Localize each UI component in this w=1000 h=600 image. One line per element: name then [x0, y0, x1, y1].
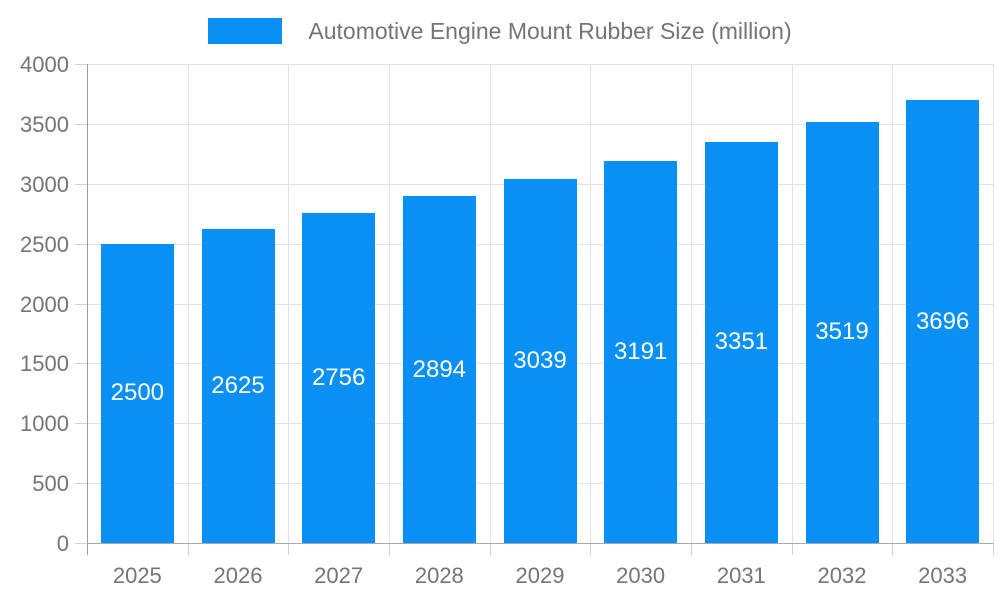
legend[interactable]: Automotive Engine Mount Rubber Size (mil… — [0, 14, 1000, 48]
bar-value-label: 3191 — [613, 337, 668, 365]
y-axis-tick — [75, 183, 87, 185]
x-tick-label: 2031 — [716, 563, 766, 588]
y-axis-tick — [75, 243, 87, 245]
bar[interactable]: 3191 — [604, 160, 678, 543]
y-axis-tick — [75, 543, 87, 544]
x-axis-tick — [389, 543, 390, 555]
y-tick-label: 3500 — [20, 111, 69, 137]
x-tick-label: 2030 — [616, 563, 666, 588]
y-tick-label: 0 — [56, 531, 69, 556]
gridline — [791, 64, 793, 543]
y-tick-label: 4000 — [20, 52, 69, 77]
x-tick-label: 2027 — [314, 563, 364, 588]
y-tick-label: 1500 — [20, 351, 69, 377]
gridline — [892, 64, 894, 543]
y-axis-tick — [75, 423, 87, 425]
y-tick-label: 500 — [32, 471, 69, 497]
x-axis-tick — [590, 543, 592, 555]
bar[interactable]: 3519 — [805, 121, 879, 543]
bar-value-label: 3351 — [714, 328, 769, 356]
x-tick-label: 2029 — [515, 563, 565, 588]
y-tick-label: 1000 — [20, 411, 69, 437]
gridline — [288, 64, 290, 543]
y-axis-tick — [75, 483, 87, 485]
y-tick-label: 3000 — [20, 171, 69, 197]
bar[interactable]: 2500 — [100, 243, 174, 543]
y-axis-tick — [75, 303, 87, 305]
x-tick-label: 2026 — [213, 563, 263, 588]
y-axis-tick — [75, 64, 87, 65]
gridline — [87, 64, 993, 65]
x-axis-tick — [892, 543, 894, 555]
gridline — [590, 64, 592, 543]
bar[interactable]: 3039 — [503, 179, 577, 543]
y-tick-label: 2000 — [20, 291, 69, 317]
y-tick-label: 2500 — [20, 231, 69, 257]
x-axis-tick — [993, 543, 994, 555]
x-axis-line — [87, 543, 993, 544]
bar-value-label: 2756 — [311, 363, 366, 391]
x-axis-tick — [691, 543, 692, 555]
bar[interactable]: 2756 — [302, 212, 376, 543]
bar-value-label: 3039 — [513, 347, 567, 375]
bar-value-label: 3696 — [915, 307, 970, 335]
gridline — [993, 64, 994, 543]
legend-swatch — [208, 18, 283, 44]
x-tick-label: 2028 — [414, 563, 464, 588]
x-axis-tick — [87, 543, 88, 555]
y-axis-tick — [75, 123, 87, 125]
x-axis-tick — [791, 543, 793, 555]
legend-label: Automotive Engine Mount Rubber Size (mil… — [308, 17, 792, 44]
x-axis-tick — [489, 543, 491, 555]
gridline — [691, 64, 692, 543]
bar-value-label: 2894 — [412, 355, 467, 383]
gridline — [389, 64, 390, 543]
bar[interactable]: 3351 — [704, 141, 778, 543]
bar-value-label: 2625 — [211, 371, 265, 399]
bar[interactable]: 3696 — [906, 100, 980, 543]
x-axis-tick — [187, 543, 189, 555]
bar[interactable]: 2894 — [402, 196, 476, 543]
x-tick-label: 2025 — [112, 563, 162, 588]
bar-value-label: 2500 — [110, 379, 165, 407]
x-tick-label: 2033 — [918, 563, 968, 588]
bar-value-label: 3519 — [815, 318, 869, 346]
gridline — [187, 64, 189, 543]
x-tick-label: 2032 — [817, 563, 867, 588]
gridline — [489, 64, 491, 543]
y-axis-tick — [75, 363, 87, 365]
y-axis-line — [87, 64, 88, 555]
x-axis-tick — [288, 543, 290, 555]
bar[interactable]: 2625 — [201, 228, 275, 543]
